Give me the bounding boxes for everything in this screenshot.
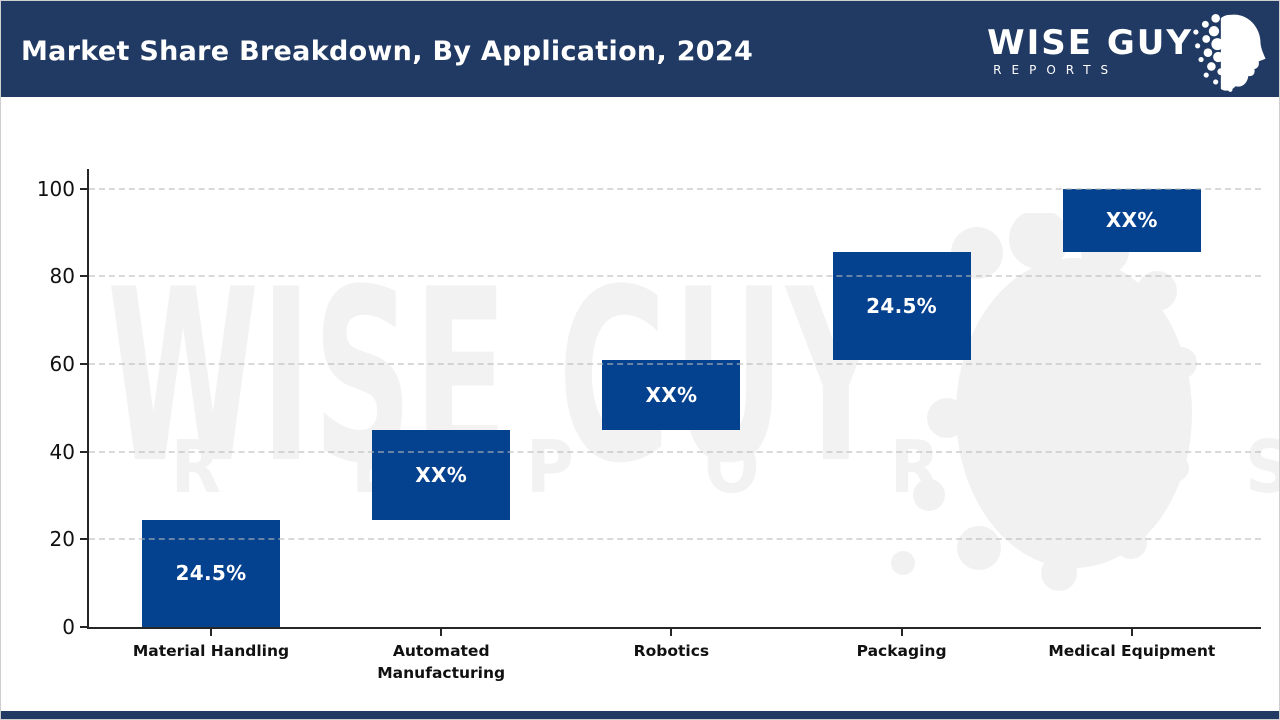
bar-value-label: XX% <box>645 382 698 407</box>
x-category-label: Automated Manufacturing <box>377 642 506 682</box>
footer-bar <box>1 711 1279 719</box>
bar-value-label: XX% <box>1105 208 1158 233</box>
x-tick-mark <box>900 629 903 636</box>
y-tick-mark <box>80 450 87 453</box>
brand-subname: REPORTS <box>993 63 1119 77</box>
brand-logo: WISE GUY REPORTS <box>987 8 1269 94</box>
y-gridline <box>89 538 1261 541</box>
y-tick-label: 20 <box>49 527 75 552</box>
x-axis-line <box>87 627 1261 629</box>
bar-robotics: XX% <box>602 359 741 430</box>
bar-value-label: 24.5% <box>866 293 938 318</box>
y-tick-mark <box>80 538 87 541</box>
bar-packaging: 24.5% <box>832 252 971 360</box>
y-gridline <box>89 275 1261 278</box>
y-tick-mark <box>80 275 87 278</box>
bar-medical-equipment: XX% <box>1062 188 1201 253</box>
x-tick-mark <box>440 629 443 636</box>
x-tick-mark <box>670 629 673 636</box>
y-tick-mark <box>80 626 87 628</box>
y-tick-label: 40 <box>49 439 75 464</box>
y-tick-label: 60 <box>49 351 75 376</box>
x-category-label: Medical Equipment <box>1048 642 1216 660</box>
y-tick-label: 100 <box>36 176 75 201</box>
bar-value-label: XX% <box>415 462 468 487</box>
x-category-label: Robotics <box>633 642 710 660</box>
y-gridline <box>89 187 1261 190</box>
bar-automated-manufacturing: XX% <box>372 429 511 520</box>
x-tick-mark <box>210 629 212 636</box>
x-tick-mark <box>1130 629 1133 636</box>
y-gridline <box>89 450 1261 453</box>
bar-material-handling: 24.5% <box>142 519 280 627</box>
y-tick-mark <box>80 187 87 190</box>
bar-value-label: 24.5% <box>175 561 247 586</box>
x-category-label: Material Handling <box>132 642 290 660</box>
brand-name: WISE GUY <box>987 23 1193 63</box>
x-category-label: Packaging <box>856 642 947 660</box>
page-title: Market Share Breakdown, By Application, … <box>21 35 754 67</box>
y-tick-label: 80 <box>49 264 75 289</box>
y-gridline <box>89 362 1261 365</box>
y-tick-mark <box>80 362 87 365</box>
y-axis-line <box>87 169 89 629</box>
header-bar: Market Share Breakdown, By Application, … <box>1 1 1279 97</box>
brand-logo-text: WISE GUY REPORTS <box>987 26 1193 76</box>
y-tick-label: 0 <box>62 615 75 639</box>
head-profile-logo-icon <box>1193 14 1266 92</box>
